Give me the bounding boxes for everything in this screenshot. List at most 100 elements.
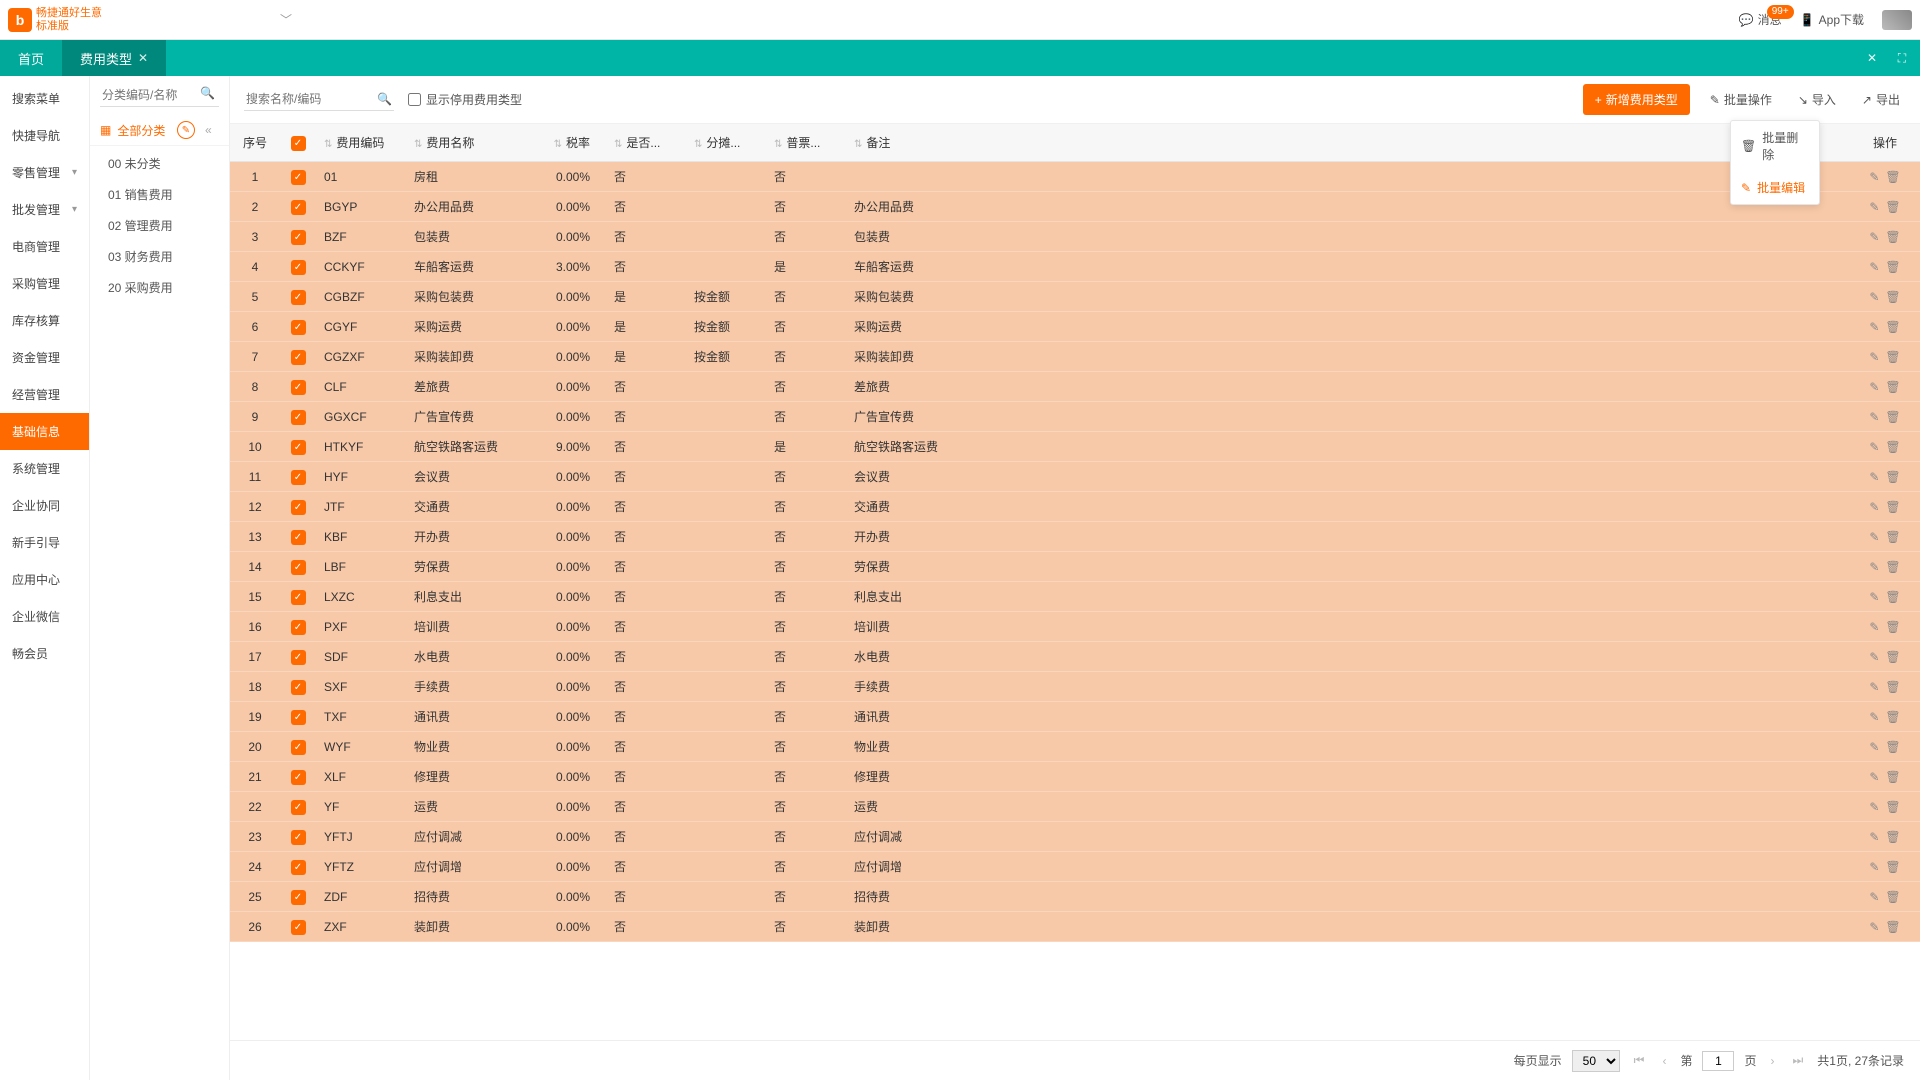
cell-checkbox[interactable]: ✓	[280, 372, 316, 402]
table-row[interactable]: 25✓ZDF招待费0.00%否否招待费✎🗑	[230, 882, 1920, 912]
category-item[interactable]: 20 采购费用	[90, 272, 229, 303]
table-row[interactable]: 12✓JTF交通费0.00%否否交通费✎🗑	[230, 492, 1920, 522]
edit-icon[interactable]: ✎	[1869, 350, 1879, 364]
trash-icon[interactable]: 🗑	[1885, 890, 1900, 904]
cell-checkbox[interactable]: ✓	[280, 222, 316, 252]
category-item[interactable]: 00 未分类	[90, 148, 229, 179]
tab-home[interactable]: 首页	[0, 40, 62, 76]
edit-icon[interactable]: ✎	[1869, 770, 1879, 784]
checkbox-icon[interactable]: ✓	[291, 830, 306, 845]
trash-icon[interactable]: 🗑	[1885, 740, 1900, 754]
trash-icon[interactable]: 🗑	[1885, 920, 1900, 934]
table-row[interactable]: 21✓XLF修理费0.00%否否修理费✎🗑	[230, 762, 1920, 792]
cell-checkbox[interactable]: ✓	[280, 252, 316, 282]
trash-icon[interactable]: 🗑	[1885, 590, 1900, 604]
edit-icon[interactable]: ✎	[1869, 710, 1879, 724]
edit-icon[interactable]: ✎	[1869, 410, 1879, 424]
edit-icon[interactable]: ✎	[1869, 560, 1879, 574]
trash-icon[interactable]: 🗑	[1885, 620, 1900, 634]
per-page-select[interactable]: 50	[1572, 1050, 1620, 1072]
table-row[interactable]: 18✓SXF手续费0.00%否否手续费✎🗑	[230, 672, 1920, 702]
batch-edit-item[interactable]: ✎ 批量编辑	[1731, 171, 1819, 204]
last-page-button[interactable]: ⏭	[1788, 1053, 1807, 1068]
nav-item[interactable]: 企业微信	[0, 598, 89, 635]
cell-checkbox[interactable]: ✓	[280, 582, 316, 612]
trash-icon[interactable]: 🗑	[1885, 770, 1900, 784]
search-icon[interactable]: 🔍	[377, 92, 392, 106]
checkbox-icon[interactable]: ✓	[291, 650, 306, 665]
trash-icon[interactable]: 🗑	[1885, 680, 1900, 694]
collapse-icon[interactable]: «	[205, 123, 219, 137]
search-icon[interactable]: 🔍	[200, 86, 215, 100]
nav-item[interactable]: 基础信息	[0, 413, 89, 450]
cell-checkbox[interactable]: ✓	[280, 642, 316, 672]
trash-icon[interactable]: 🗑	[1885, 860, 1900, 874]
checkbox-icon[interactable]: ✓	[291, 800, 306, 815]
nav-item[interactable]: 电商管理	[0, 228, 89, 265]
category-item[interactable]: 01 销售费用	[90, 179, 229, 210]
checkbox-icon[interactable]: ✓	[291, 170, 306, 185]
new-fee-type-button[interactable]: + 新增费用类型	[1583, 84, 1690, 115]
checkbox-icon[interactable]: ✓	[291, 410, 306, 425]
trash-icon[interactable]: 🗑	[1885, 350, 1900, 364]
cell-checkbox[interactable]: ✓	[280, 192, 316, 222]
edit-icon[interactable]: ✎	[1869, 470, 1879, 484]
checkbox-icon[interactable]: ✓	[291, 320, 306, 335]
checkbox-icon[interactable]: ✓	[291, 920, 306, 935]
checkbox-icon[interactable]: ✓	[291, 260, 306, 275]
cell-checkbox[interactable]: ✓	[280, 792, 316, 822]
export-button[interactable]: ↗ 导出	[1856, 87, 1906, 112]
cell-checkbox[interactable]: ✓	[280, 282, 316, 312]
nav-item[interactable]: 资金管理	[0, 339, 89, 376]
avatar[interactable]	[1882, 10, 1912, 30]
table-row[interactable]: 2✓BGYP办公用品费0.00%否否办公用品费✎🗑	[230, 192, 1920, 222]
category-all[interactable]: ▦ 全部分类 ✎ «	[90, 115, 229, 146]
cell-checkbox[interactable]: ✓	[280, 882, 316, 912]
trash-icon[interactable]: 🗑	[1885, 530, 1900, 544]
category-item[interactable]: 03 财务费用	[90, 241, 229, 272]
nav-item[interactable]: 系统管理	[0, 450, 89, 487]
page-input[interactable]	[1702, 1051, 1734, 1071]
edit-icon[interactable]: ✎	[1869, 740, 1879, 754]
trash-icon[interactable]: 🗑	[1885, 410, 1900, 424]
checkbox-icon[interactable]: ✓	[291, 380, 306, 395]
cell-checkbox[interactable]: ✓	[280, 312, 316, 342]
edit-icon[interactable]: ✎	[1869, 650, 1879, 664]
nav-item[interactable]: 搜索菜单	[0, 80, 89, 117]
edit-icon[interactable]: ✎	[1869, 440, 1879, 454]
col-seq[interactable]: 序号	[230, 124, 280, 162]
edit-icon[interactable]: ✎	[1869, 800, 1879, 814]
nav-item[interactable]: 应用中心	[0, 561, 89, 598]
edit-icon[interactable]: ✎	[1869, 500, 1879, 514]
cell-checkbox[interactable]: ✓	[280, 912, 316, 942]
edit-icon[interactable]: ✎	[1869, 680, 1879, 694]
table-row[interactable]: 7✓CGZXF采购装卸费0.00%是按金额否采购装卸费✎🗑	[230, 342, 1920, 372]
cell-checkbox[interactable]: ✓	[280, 162, 316, 192]
table-row[interactable]: 16✓PXF培训费0.00%否否培训费✎🗑	[230, 612, 1920, 642]
edit-icon[interactable]: ✎	[1869, 170, 1879, 184]
trash-icon[interactable]: 🗑	[1885, 800, 1900, 814]
edit-icon[interactable]: ✎	[1869, 230, 1879, 244]
checkbox-icon[interactable]: ✓	[291, 740, 306, 755]
checkbox-icon[interactable]: ✓	[291, 560, 306, 575]
prev-page-button[interactable]: ‹	[1658, 1054, 1670, 1068]
show-disabled-toggle[interactable]: 显示停用费用类型	[408, 91, 522, 108]
table-row[interactable]: 15✓LXZC利息支出0.00%否否利息支出✎🗑	[230, 582, 1920, 612]
nav-item[interactable]: 库存核算	[0, 302, 89, 339]
tab-close-all[interactable]: ✕	[1858, 44, 1886, 72]
edit-icon[interactable]: ✎	[1869, 920, 1879, 934]
nav-item[interactable]: 零售管理▾	[0, 154, 89, 191]
edit-icon[interactable]: ✎	[1869, 380, 1879, 394]
trash-icon[interactable]: 🗑	[1885, 320, 1900, 334]
table-row[interactable]: 22✓YF运费0.00%否否运费✎🗑	[230, 792, 1920, 822]
checkbox-icon[interactable]: ✓	[291, 136, 306, 151]
cell-checkbox[interactable]: ✓	[280, 492, 316, 522]
table-row[interactable]: 8✓CLF差旅费0.00%否否差旅费✎🗑	[230, 372, 1920, 402]
table-row[interactable]: 5✓CGBZF采购包装费0.00%是按金额否采购包装费✎🗑	[230, 282, 1920, 312]
table-row[interactable]: 23✓YFTJ应付调减0.00%否否应付调减✎🗑	[230, 822, 1920, 852]
table-row[interactable]: 26✓ZXF装卸费0.00%否否装卸费✎🗑	[230, 912, 1920, 942]
table-row[interactable]: 10✓HTKYF航空铁路客运费9.00%否是航空铁路客运费✎🗑	[230, 432, 1920, 462]
cell-checkbox[interactable]: ✓	[280, 762, 316, 792]
edit-icon[interactable]: ✎	[1869, 620, 1879, 634]
trash-icon[interactable]: 🗑	[1885, 260, 1900, 274]
